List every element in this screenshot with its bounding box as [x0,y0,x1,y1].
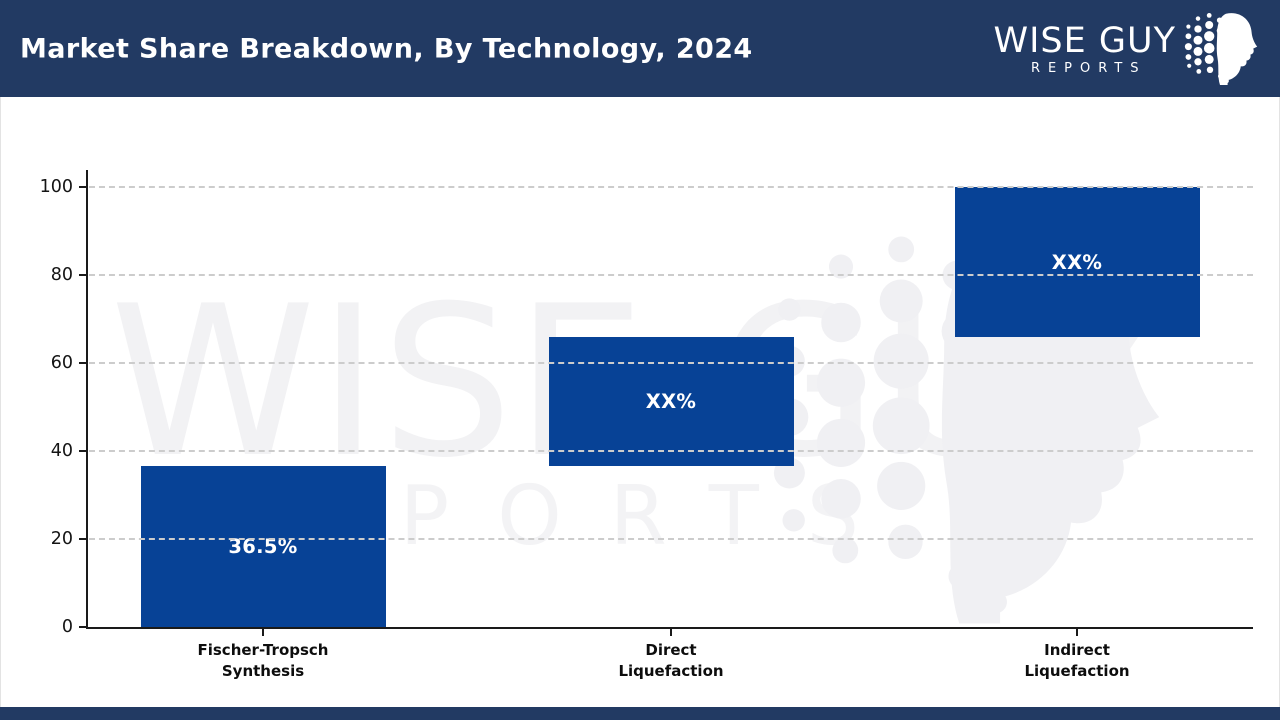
x-tick-mark [1076,629,1078,636]
y-tick-label: 100 [39,177,73,197]
gridline-40 [89,450,1253,452]
x-axis [86,627,1253,629]
x-tick-mark [670,629,672,636]
bar-value-label: 36.5% [228,535,298,559]
y-tick-mark [79,450,88,452]
gridline-20 [89,538,1253,540]
footer-bar [0,707,1280,720]
y-tick-label: 60 [50,353,73,373]
y-tick-mark [79,626,88,628]
bar-2: XX% [548,337,794,467]
gridline-100 [89,186,1253,188]
gridline-80 [89,274,1253,276]
wiseguy-head-icon [1184,13,1258,85]
y-tick-label: 40 [50,441,73,461]
bar-1: 36.5% [140,466,386,627]
bar-value-label: XX% [645,390,697,414]
x-category-label: Indirect Liquefaction [1024,641,1130,680]
x-category-label: Direct Liquefaction [618,641,724,680]
y-tick-mark [79,538,88,540]
y-tick-label: 80 [50,265,73,285]
logo-reports-text: REPORTS [1030,61,1147,76]
y-tick-mark [79,274,88,276]
gridline-60 [89,362,1253,364]
wiseguy-logo: WISE GUY REPORTS [993,8,1264,90]
header: Market Share Breakdown, By Technology, 2… [0,0,1280,97]
y-tick-mark [79,186,88,188]
x-tick-mark [262,629,264,636]
logo-text: WISE GUY REPORTS [993,22,1176,76]
y-tick-label: 20 [50,529,73,549]
y-tick-mark [79,362,88,364]
logo-name-text: WISE GUY [993,21,1176,61]
y-axis [86,170,88,629]
bar-value-label: XX% [1051,250,1103,274]
page-title: Market Share Breakdown, By Technology, 2… [20,33,753,64]
y-tick-label: 0 [61,617,73,637]
x-category-label: Fischer-Tropsch Synthesis [197,641,329,680]
bar-3: XX% [954,187,1200,338]
